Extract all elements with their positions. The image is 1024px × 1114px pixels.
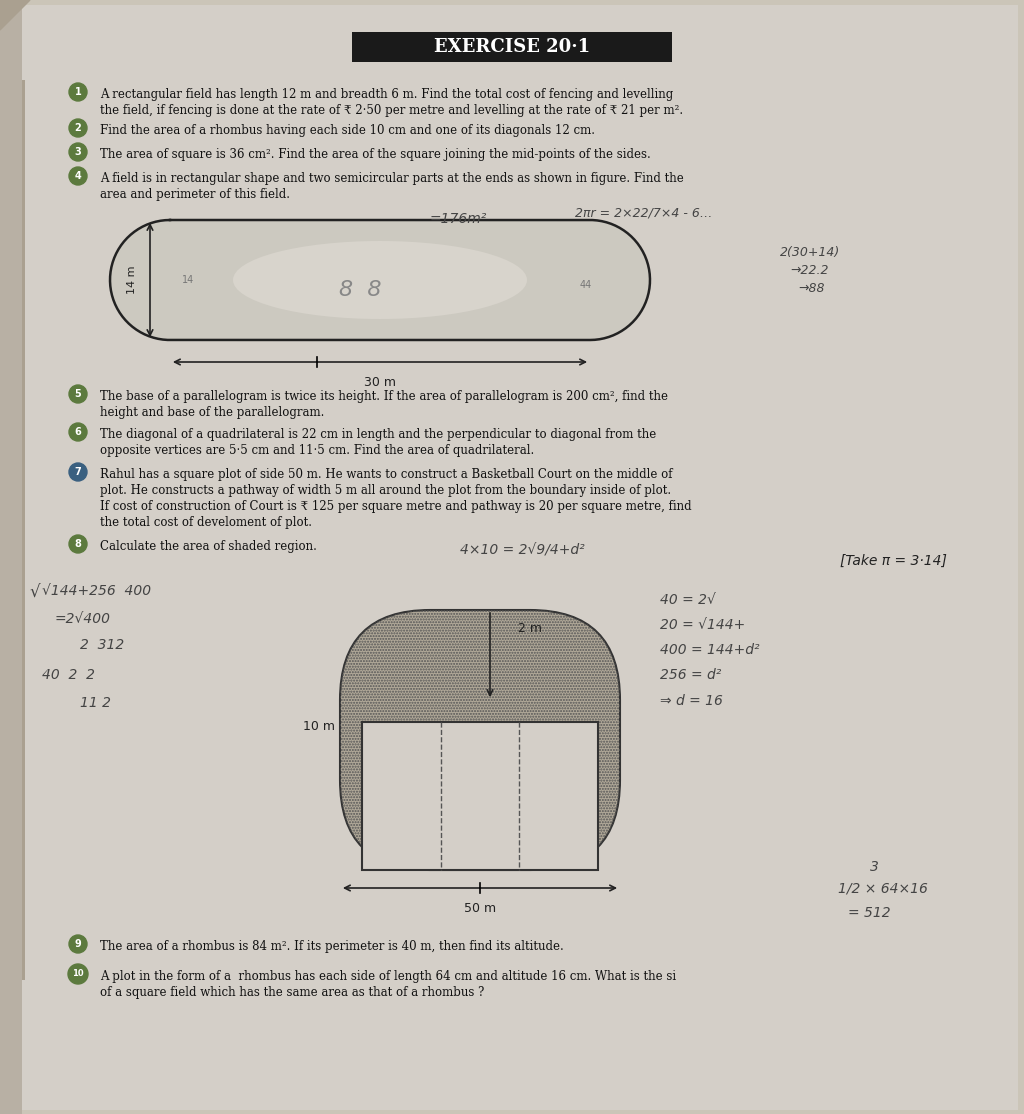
Text: 10: 10	[72, 969, 84, 978]
Circle shape	[69, 385, 87, 403]
Text: EXERCISE 20·1: EXERCISE 20·1	[434, 38, 590, 56]
Text: =2√400: =2√400	[55, 612, 111, 626]
Text: 1: 1	[75, 87, 81, 97]
Text: 7: 7	[75, 467, 81, 477]
Circle shape	[69, 463, 87, 481]
Text: →22.2: →22.2	[790, 264, 828, 277]
Text: 2πr = 2×22/7×4 - 6…: 2πr = 2×22/7×4 - 6…	[575, 206, 713, 219]
Text: 9: 9	[75, 939, 81, 949]
Text: The area of a rhombus is 84 m². If its perimeter is 40 m, then find its altitude: The area of a rhombus is 84 m². If its p…	[100, 940, 564, 952]
Wedge shape	[110, 219, 170, 340]
Circle shape	[69, 143, 87, 162]
Text: 1/2 × 64×16: 1/2 × 64×16	[838, 882, 928, 896]
Circle shape	[69, 84, 87, 101]
Text: Rahul has a square plot of side 50 m. He wants to construct a Basketball Court o: Rahul has a square plot of side 50 m. He…	[100, 468, 673, 481]
Bar	[22, 80, 25, 980]
Text: 2(30+14): 2(30+14)	[780, 246, 841, 258]
Text: The base of a parallelogram is twice its height. If the area of parallelogram is: The base of a parallelogram is twice its…	[100, 390, 668, 403]
Text: height and base of the parallelogram.: height and base of the parallelogram.	[100, 405, 325, 419]
Text: 2: 2	[75, 123, 81, 133]
Text: area and perimeter of this field.: area and perimeter of this field.	[100, 188, 290, 201]
Text: the total cost of develoment of plot.: the total cost of develoment of plot.	[100, 516, 312, 529]
Text: 4: 4	[75, 172, 81, 180]
Text: √144+256  400: √144+256 400	[42, 584, 152, 598]
Text: 8  8: 8 8	[339, 280, 381, 300]
Text: 10 m: 10 m	[303, 720, 335, 733]
Text: If cost of construction of Court is ₹ 125 per square metre and pathway is 20 per: If cost of construction of Court is ₹ 12…	[100, 500, 691, 514]
Text: The diagonal of a quadrilateral is 22 cm in length and the perpendicular to diag: The diagonal of a quadrilateral is 22 cm…	[100, 428, 656, 441]
Text: →88: →88	[798, 282, 824, 295]
Text: 400 = 144+d²: 400 = 144+d²	[660, 643, 760, 657]
Bar	[0, 0, 22, 1114]
Text: 11 2: 11 2	[80, 696, 111, 710]
Text: 5: 5	[75, 389, 81, 399]
Circle shape	[68, 964, 88, 984]
Text: 2 m: 2 m	[518, 622, 542, 635]
Wedge shape	[590, 219, 650, 340]
Text: A rectangular field has length 12 m and breadth 6 m. Find the total cost of fenc: A rectangular field has length 12 m and …	[100, 88, 673, 101]
Text: 3: 3	[75, 147, 81, 157]
Text: 44: 44	[580, 280, 592, 290]
Text: Find the area of a rhombus having each side 10 cm and one of its diagonals 12 cm: Find the area of a rhombus having each s…	[100, 124, 595, 137]
Text: A field is in rectangular shape and two semicircular parts at the ends as shown : A field is in rectangular shape and two …	[100, 172, 684, 185]
Text: 40 = 2√: 40 = 2√	[660, 593, 716, 607]
Text: plot. He constructs a pathway of width 5 m all around the plot from the boundary: plot. He constructs a pathway of width 5…	[100, 483, 671, 497]
Text: opposite vertices are 5·5 cm and 11·5 cm. Find the area of quadrilateral.: opposite vertices are 5·5 cm and 11·5 cm…	[100, 444, 535, 457]
Text: of a square field which has the same area as that of a rhombus ?: of a square field which has the same are…	[100, 986, 484, 999]
FancyBboxPatch shape	[340, 610, 620, 870]
Text: 14 m: 14 m	[127, 266, 137, 294]
Text: 3: 3	[870, 860, 879, 874]
Circle shape	[69, 535, 87, 553]
Text: =176m²: =176m²	[430, 212, 487, 226]
Text: ⇒ d = 16: ⇒ d = 16	[660, 694, 723, 709]
Text: the field, if fencing is done at the rate of ₹ 2·50 per metre and levelling at t: the field, if fencing is done at the rat…	[100, 104, 683, 117]
Text: The area of square is 36 cm². Find the area of the square joining the mid-points: The area of square is 36 cm². Find the a…	[100, 148, 650, 162]
Text: Calculate the area of shaded region.: Calculate the area of shaded region.	[100, 540, 316, 553]
Text: 20 = √144+: 20 = √144+	[660, 618, 745, 632]
Text: 8: 8	[75, 539, 82, 549]
Bar	[362, 722, 598, 870]
Text: 40  2  2: 40 2 2	[42, 668, 95, 682]
Text: = 512: = 512	[848, 906, 891, 920]
Text: 256 = d²: 256 = d²	[660, 668, 721, 682]
Text: 14: 14	[182, 275, 195, 285]
Text: 6: 6	[75, 427, 81, 437]
Circle shape	[69, 423, 87, 441]
Bar	[170, 219, 590, 340]
Text: [Take π = 3·14]: [Take π = 3·14]	[840, 554, 947, 568]
Circle shape	[69, 167, 87, 185]
Text: A plot in the form of a  rhombus has each side of length 64 cm and altitude 16 c: A plot in the form of a rhombus has each…	[100, 970, 676, 983]
Text: 50 m: 50 m	[464, 902, 496, 915]
Circle shape	[69, 119, 87, 137]
Bar	[352, 32, 672, 62]
Circle shape	[69, 935, 87, 952]
Text: 2  312: 2 312	[80, 638, 124, 652]
Polygon shape	[0, 0, 30, 30]
Text: 4×10 = 2√9/4+d²: 4×10 = 2√9/4+d²	[460, 543, 585, 557]
Text: √: √	[30, 584, 41, 602]
Text: 30 m: 30 m	[364, 377, 396, 389]
Ellipse shape	[233, 241, 527, 319]
